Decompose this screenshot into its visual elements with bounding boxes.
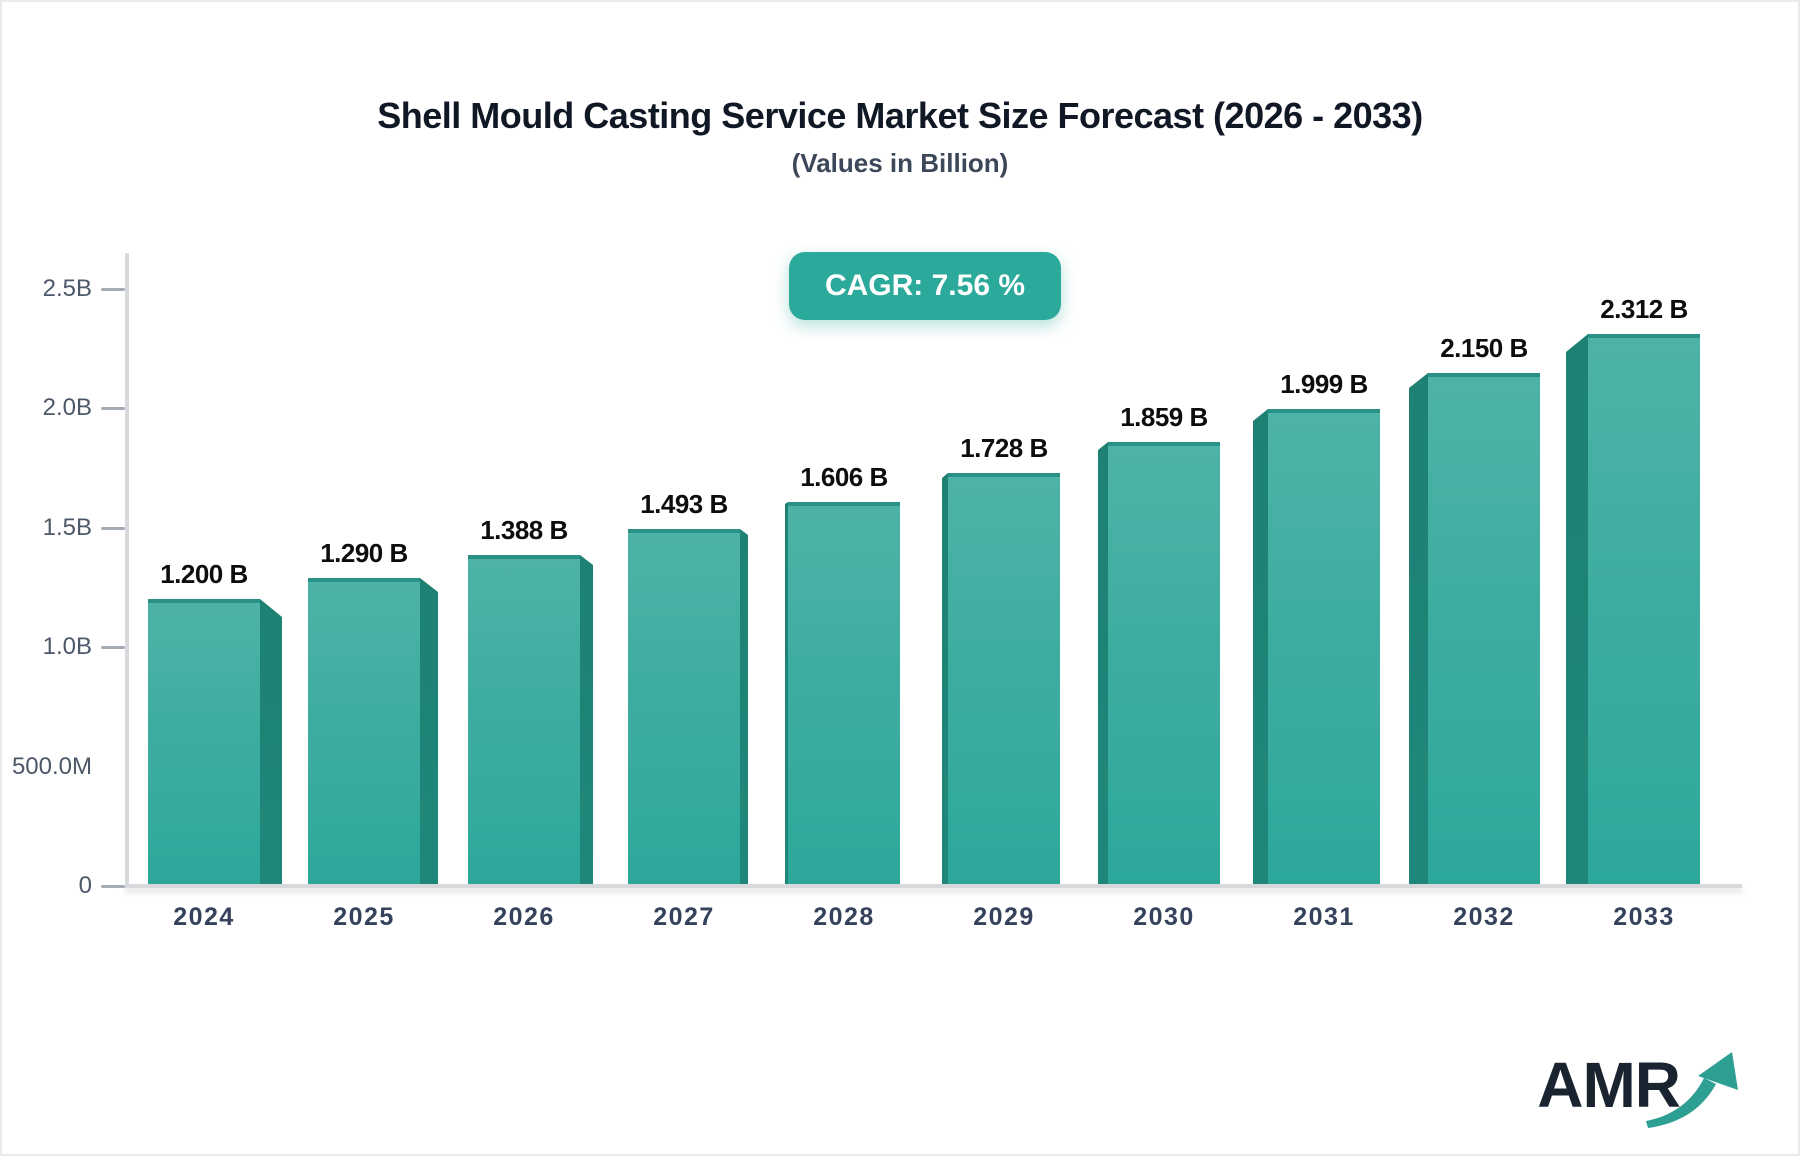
- amr-logo: AMR: [1537, 1032, 1748, 1138]
- bar-top-rim: [948, 473, 1060, 477]
- x-tick-label-2024: 2024: [173, 903, 235, 931]
- bar-side-bevel-2030: [1098, 442, 1108, 884]
- bar-top-rim: [468, 555, 580, 559]
- bar-2024: [148, 599, 260, 884]
- bar-side-bevel-2033: [1566, 334, 1588, 884]
- x-tick-label-2032: 2032: [1453, 903, 1515, 931]
- chart-title: Shell Mould Casting Service Market Size …: [377, 95, 1423, 136]
- bar-side-bevel-2032: [1409, 373, 1428, 884]
- bar-value-label-2029: 1.728 B: [960, 433, 1048, 463]
- logo-arrow-icon: [1646, 1052, 1738, 1128]
- y-tick-label-2: 1.5B: [42, 513, 92, 541]
- bar-2032: [1428, 373, 1540, 884]
- bar-top-rim: [148, 599, 260, 603]
- bar-side-bevel-2028: [785, 502, 788, 884]
- bar-2028: [788, 502, 900, 884]
- bar-value-label-2026: 1.388 B: [480, 515, 568, 545]
- y-tick-label-4: 500.0M: [11, 752, 92, 780]
- bar-top-rim: [1268, 409, 1380, 413]
- bar-top-rim: [628, 529, 740, 533]
- x-tick-label-2027: 2027: [653, 903, 715, 931]
- y-tick-dash-0: [101, 288, 125, 291]
- x-tick-label-2028: 2028: [813, 903, 875, 931]
- logo-text: AMR: [1537, 1049, 1681, 1121]
- x-tick-label-2026: 2026: [493, 903, 555, 931]
- x-tick-label-2033: 2033: [1613, 903, 1675, 931]
- y-tick-label-0: 2.5B: [42, 275, 92, 302]
- bar-value-label-2028: 1.606 B: [800, 462, 888, 492]
- bar-value-label-2032: 2.150 B: [1440, 333, 1528, 363]
- x-tick-label-2025: 2025: [333, 903, 395, 931]
- bar-side-bevel-2024: [260, 599, 282, 884]
- bar-2025: [308, 578, 420, 884]
- bar-value-label-2031: 1.999 B: [1280, 369, 1368, 399]
- bar-side-bevel-2029: [942, 473, 948, 884]
- bar-top-rim: [308, 578, 420, 582]
- x-tick-label-2029: 2029: [973, 903, 1035, 931]
- bar-side-bevel-2026: [580, 555, 593, 884]
- y-tick-dash-2: [101, 526, 125, 530]
- bar-value-label-2033: 2.312 B: [1600, 294, 1688, 324]
- y-tick-label-3: 1.0B: [42, 633, 92, 661]
- y-tick-dash-3: [101, 646, 125, 650]
- bar-side-bevel-2031: [1253, 409, 1268, 884]
- x-tick-label-2031: 2031: [1293, 903, 1355, 931]
- bar-2033: [1588, 334, 1700, 884]
- bar-2027: [628, 529, 740, 884]
- bar-value-label-2025: 1.290 B: [320, 538, 408, 568]
- bar-top-rim: [1108, 442, 1220, 446]
- cagr-badge: CAGR: 7.56 %: [789, 252, 1061, 320]
- bar-top-rim: [788, 502, 900, 506]
- bar-value-label-2024: 1.200 B: [160, 559, 248, 589]
- bar-value-label-2030: 1.859 B: [1120, 402, 1208, 432]
- y-tick-dash-1: [101, 407, 125, 411]
- x-axis-line: [125, 884, 1742, 888]
- chart-subtitle: (Values in Billion): [791, 148, 1009, 178]
- y-axis-line: [125, 253, 129, 886]
- bar-value-label-2027: 1.493 B: [640, 489, 728, 519]
- x-tick-label-2030: 2030: [1133, 903, 1195, 931]
- y-tick-label-1: 2.0B: [42, 394, 92, 422]
- bar-2029: [948, 473, 1060, 884]
- bar-top-rim: [1428, 373, 1540, 377]
- y-tick-dash-5: [101, 885, 125, 888]
- y-tick-label-5: 0: [78, 872, 92, 899]
- bar-2031: [1268, 409, 1380, 884]
- bar-2026: [468, 555, 580, 884]
- cagr-badge-label: CAGR: 7.56 %: [824, 269, 1026, 302]
- bar-side-bevel-2027: [740, 529, 748, 884]
- bar-side-bevel-2025: [420, 578, 438, 884]
- bar-top-rim: [1588, 334, 1700, 338]
- bar-2030: [1108, 442, 1220, 884]
